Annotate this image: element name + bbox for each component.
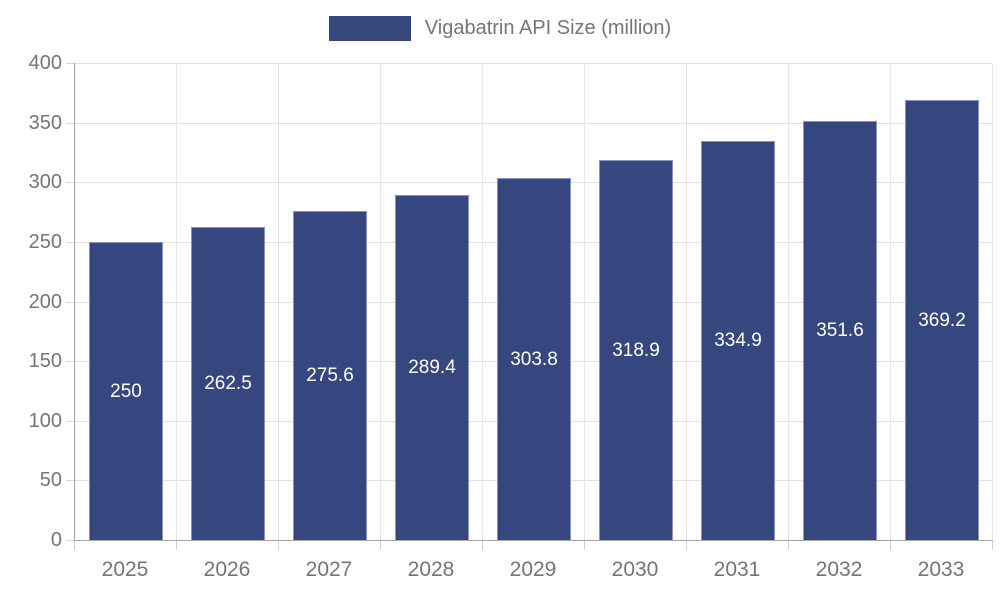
y-tick-mark: [66, 241, 74, 243]
gridline-v: [584, 63, 585, 540]
bar-value-label: 351.6: [816, 320, 864, 341]
gridline-v: [788, 63, 789, 540]
plot-area: 250 262.5 275.6 289.4 303.8 318.9 334.9 351.6 36…: [74, 63, 993, 541]
bar-value-label: 275.6: [306, 365, 354, 386]
bar-value-label: 262.5: [204, 373, 252, 394]
x-tick-label-2027: 2027: [305, 558, 353, 581]
legend-swatch[interactable]: [328, 16, 411, 41]
y-tick-label: 50: [39, 469, 62, 492]
y-tick-mark: [66, 540, 74, 541]
y-tick-label: 250: [28, 230, 62, 253]
x-tick-label-2029: 2029: [509, 558, 557, 581]
bar-2031[interactable]: 334.9: [701, 141, 775, 540]
y-tick-label: 150: [28, 350, 62, 373]
x-tick-mark: [74, 541, 75, 550]
y-tick-mark: [66, 420, 74, 422]
x-tick-mark: [380, 541, 381, 550]
bar-2029[interactable]: 303.8: [497, 178, 571, 540]
y-tick-label: 350: [28, 111, 62, 134]
y-tick-label: 100: [28, 409, 62, 432]
x-tick-label-2025: 2025: [101, 558, 149, 581]
y-tick-mark: [66, 122, 74, 124]
bar-value-label: 289.4: [408, 357, 456, 378]
y-tick-mark: [66, 63, 74, 64]
y-tick-mark: [66, 182, 74, 184]
bar-value-label: 334.9: [714, 330, 762, 351]
x-tick-mark: [890, 541, 891, 550]
gridline-v: [992, 63, 993, 540]
gridline-h: [75, 122, 993, 124]
bar-2028[interactable]: 289.4: [395, 195, 469, 540]
y-tick-label: 400: [28, 52, 62, 74]
x-tick-label-2026: 2026: [203, 558, 251, 581]
gridline-v: [176, 63, 177, 540]
y-tick-mark: [66, 301, 74, 303]
x-tick-mark: [686, 541, 687, 550]
bar-2030[interactable]: 318.9: [599, 160, 673, 540]
gridline-v: [686, 63, 687, 540]
gridline-v: [890, 63, 891, 540]
legend-label[interactable]: Vigabatrin API Size (million): [424, 17, 672, 39]
bar-2032[interactable]: 351.6: [803, 121, 877, 540]
bar-value-label: 303.8: [510, 348, 558, 370]
x-tick-mark: [584, 541, 585, 550]
y-tick-label: 0: [50, 529, 62, 551]
x-tick-mark: [278, 541, 279, 550]
x-tick-label-2031: 2031: [713, 558, 761, 581]
bar-value-label: 369.2: [918, 309, 966, 331]
x-tick-label-2032: 2032: [815, 558, 863, 581]
gridline-h: [75, 63, 993, 64]
y-tick-label: 300: [28, 171, 62, 194]
x-tick-mark: [482, 541, 483, 550]
y-tick-mark: [66, 361, 74, 363]
x-tick-label-2030: 2030: [611, 558, 659, 581]
x-tick-label-2033: 2033: [917, 558, 965, 581]
bar-value-label: 250: [110, 380, 142, 402]
gridline-v: [482, 63, 483, 540]
legend[interactable]: Vigabatrin API Size (million): [0, 16, 1000, 41]
bar-2033[interactable]: 369.2: [905, 100, 979, 540]
x-tick-mark: [176, 541, 177, 550]
gridline-v: [380, 63, 381, 540]
y-tick-label: 200: [28, 290, 62, 313]
x-tick-mark: [992, 541, 993, 550]
gridline-v: [278, 63, 279, 540]
bar-2025[interactable]: 250: [89, 242, 163, 540]
bar-value-label: 318.9: [612, 339, 660, 361]
bar-2027[interactable]: 275.6: [293, 211, 367, 540]
x-tick-label-2028: 2028: [407, 558, 455, 581]
y-tick-mark: [66, 480, 74, 482]
bar-2026[interactable]: 262.5: [191, 227, 265, 540]
x-tick-mark: [788, 541, 789, 550]
